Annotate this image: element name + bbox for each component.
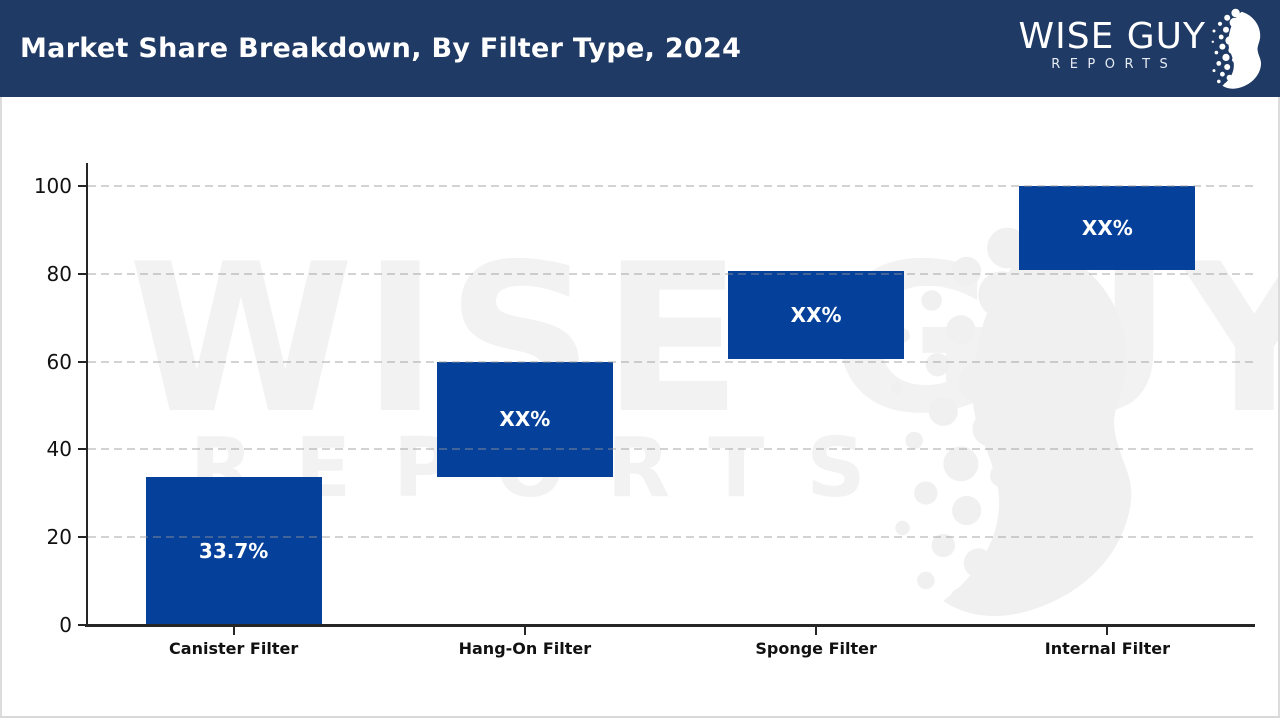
bar-sponge-filter[interactable]: XX% (728, 271, 905, 360)
logo-subtext: REPORTS (1051, 56, 1178, 72)
y-axis-tick (78, 185, 86, 187)
frame-border-left (0, 97, 2, 718)
page-title: Market Share Breakdown, By Filter Type, … (20, 33, 742, 64)
y-axis-tick (78, 536, 86, 539)
y-axis-tick (78, 624, 86, 626)
bar-hang-on-filter[interactable]: XX% (436, 361, 613, 478)
x-axis-category-label: Internal Filter (1044, 639, 1170, 658)
bar-value-label: 33.7% (198, 539, 269, 564)
x-axis-category-label: Canister Filter (169, 639, 299, 658)
brand-logo: WISE GUY REPORTS (1013, 4, 1268, 94)
y-axis-tick-label: 40 (46, 437, 72, 462)
gridline-y-40 (88, 448, 1253, 451)
y-axis-tick-label: 60 (46, 349, 72, 374)
bar-value-label: XX% (790, 303, 842, 328)
logo-head-icon (1196, 6, 1268, 92)
y-axis-tick-label: 80 (46, 261, 72, 286)
bar-value-label: XX% (499, 407, 551, 432)
bar-internal-filter[interactable]: XX% (1019, 186, 1196, 271)
header-bar: Market Share Breakdown, By Filter Type, … (0, 0, 1280, 97)
frame-border-right (1278, 97, 1280, 718)
y-axis-tick-label: 20 (46, 525, 72, 550)
x-axis-tick (232, 627, 235, 635)
frame-border-bottom (0, 716, 1280, 718)
gridline-y-80 (88, 272, 1253, 275)
bar-value-label: XX% (1081, 216, 1133, 241)
y-axis-tick (78, 448, 86, 451)
x-axis-category-label: Hang-On Filter (458, 639, 592, 658)
y-axis-tick-label: 100 (33, 174, 72, 198)
y-axis-tick (78, 272, 86, 275)
gridline-y-20 (88, 536, 1253, 539)
gridline-y-60 (88, 360, 1253, 363)
y-axis-tick-label: 0 (59, 613, 72, 637)
x-axis-tick (815, 627, 818, 635)
bar-canister-filter[interactable]: 33.7% (145, 477, 322, 625)
y-axis-tick (78, 360, 86, 363)
gridline-y-100 (88, 185, 1253, 187)
x-axis-spine (85, 624, 1255, 627)
x-axis-tick (523, 627, 526, 635)
logo-text: WISE GUY REPORTS (1019, 18, 1207, 72)
logo-wordmark: WISE GUY (1018, 16, 1206, 57)
x-axis-category-label: Sponge Filter (755, 639, 877, 658)
y-axis-spine (86, 163, 88, 627)
x-axis-tick (1106, 627, 1109, 635)
